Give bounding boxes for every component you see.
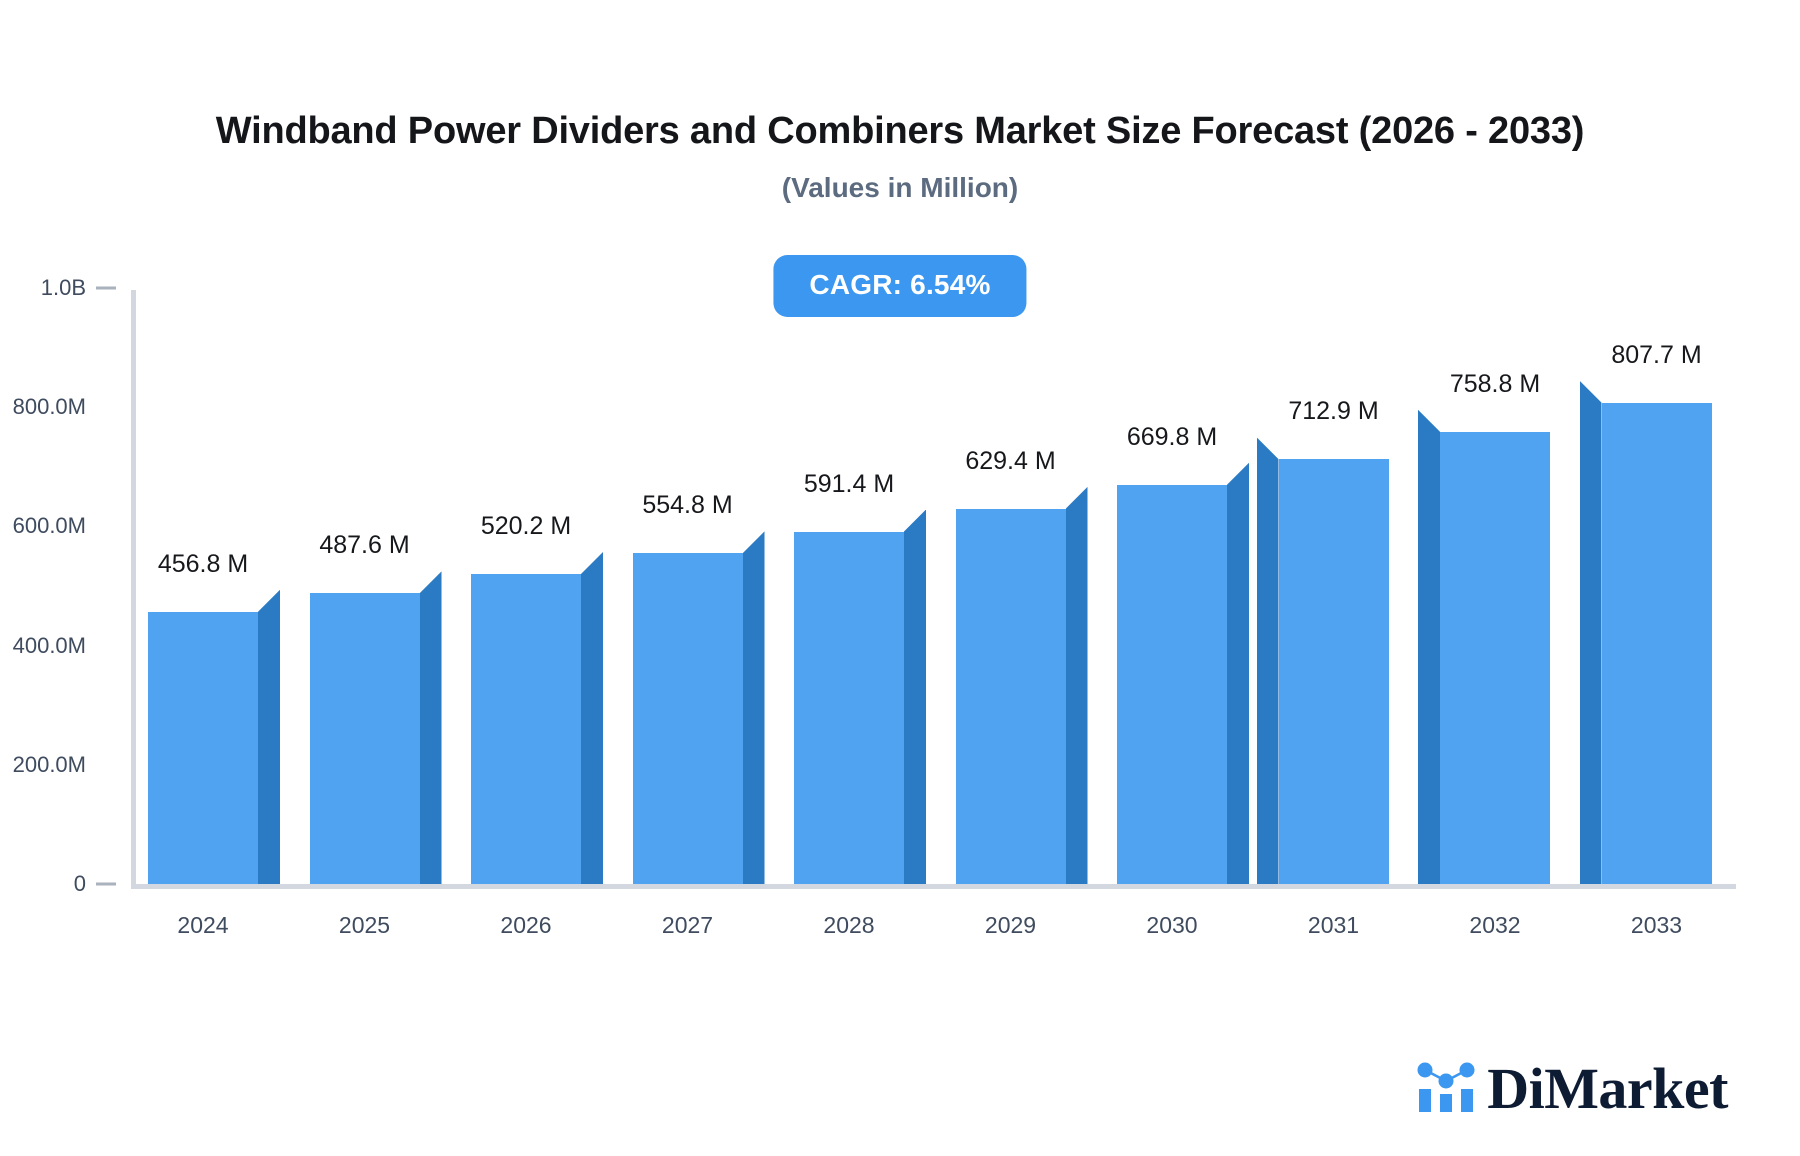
x-axis-tick-label: 2029 (984, 912, 1037, 938)
bar-value-label: 591.4 M (803, 469, 895, 498)
bar-value-label: 554.8 M (642, 491, 733, 520)
bar-front-face (1440, 431, 1550, 884)
bar-value-label: 712.9 M (1288, 397, 1379, 426)
bar-front-face (794, 531, 904, 884)
x-axis-tick-label: 2030 (1146, 912, 1198, 938)
bar-value-label: 629.4 M (965, 446, 1056, 475)
x-axis-tick-label: 2028 (823, 912, 875, 938)
bar-side-face (419, 571, 442, 884)
x-axis-tick-label: 2024 (177, 912, 229, 938)
x-axis-tick-label: 2033 (1630, 912, 1683, 938)
bar[interactable] (955, 486, 1088, 884)
y-axis-tick-label: 200.0M (12, 751, 86, 777)
bar-side-face (1579, 380, 1602, 884)
x-axis-tick-label: 2026 (500, 912, 552, 938)
y-axis-tick-label: 1.0B (40, 275, 86, 300)
chart-title: Windband Power Dividers and Combiners Ma… (215, 110, 1585, 152)
y-axis-tick-label: 600.0M (12, 513, 86, 539)
bar-value-label: 520.2 M (480, 511, 572, 540)
bar-front-face (309, 593, 420, 884)
bar-value-label: 758.8 M (1449, 369, 1541, 398)
bar-side-face (1418, 409, 1440, 884)
bar[interactable] (148, 589, 280, 884)
bar-side-face (258, 589, 280, 884)
bar-value-label: 487.6 M (319, 531, 410, 560)
bar-chart-dots-icon (1417, 1061, 1475, 1118)
bar[interactable] (471, 551, 603, 884)
bar[interactable] (1418, 409, 1550, 884)
logo-text: DiMarket (1487, 1056, 1728, 1121)
bar-front-face (1117, 484, 1227, 884)
bar-value-label: 669.8 M (1126, 422, 1218, 451)
bar-side-face (581, 551, 603, 884)
cagr-badge: CAGR: 6.54% (773, 255, 1027, 317)
y-axis-line (131, 290, 136, 886)
bar-front-face (471, 573, 581, 884)
y-axis-tick-label: 0 (73, 871, 86, 896)
bar-front-face (955, 508, 1066, 884)
bar-front-face (148, 611, 258, 884)
x-axis-tick-label: 2032 (1469, 912, 1521, 938)
bar-side-face (1065, 486, 1088, 884)
bar-value-label: 456.8 M (157, 549, 249, 578)
brand-logo: DiMarket (1417, 1060, 1728, 1118)
bar-value-label: 807.7 M (1611, 340, 1702, 369)
bar-front-face (1278, 459, 1389, 884)
y-axis-tick-mark (96, 882, 116, 886)
x-axis-tick-label: 2031 (1307, 912, 1360, 938)
bar-side-face (742, 531, 765, 884)
bar[interactable] (1256, 437, 1389, 884)
bar-side-face (904, 509, 926, 884)
x-axis-tick-label: 2027 (661, 912, 714, 938)
bar-side-face (1256, 437, 1279, 884)
y-axis-tick-label: 800.0M (12, 394, 86, 420)
x-axis-tick-label: 2025 (338, 912, 391, 938)
y-axis-tick-label: 400.0M (12, 632, 86, 658)
x-axis-line (131, 884, 1736, 889)
bar[interactable] (1117, 462, 1249, 884)
bar[interactable] (1579, 380, 1712, 884)
y-axis-tick-mark (96, 286, 116, 290)
bar-side-face (1227, 462, 1249, 884)
bar[interactable] (309, 571, 442, 884)
bar-front-face (1601, 402, 1712, 884)
bar[interactable] (632, 531, 765, 884)
bar-front-face (632, 553, 743, 884)
chart-subtitle: (Values in Million) (781, 172, 1019, 203)
bar[interactable] (794, 509, 926, 884)
